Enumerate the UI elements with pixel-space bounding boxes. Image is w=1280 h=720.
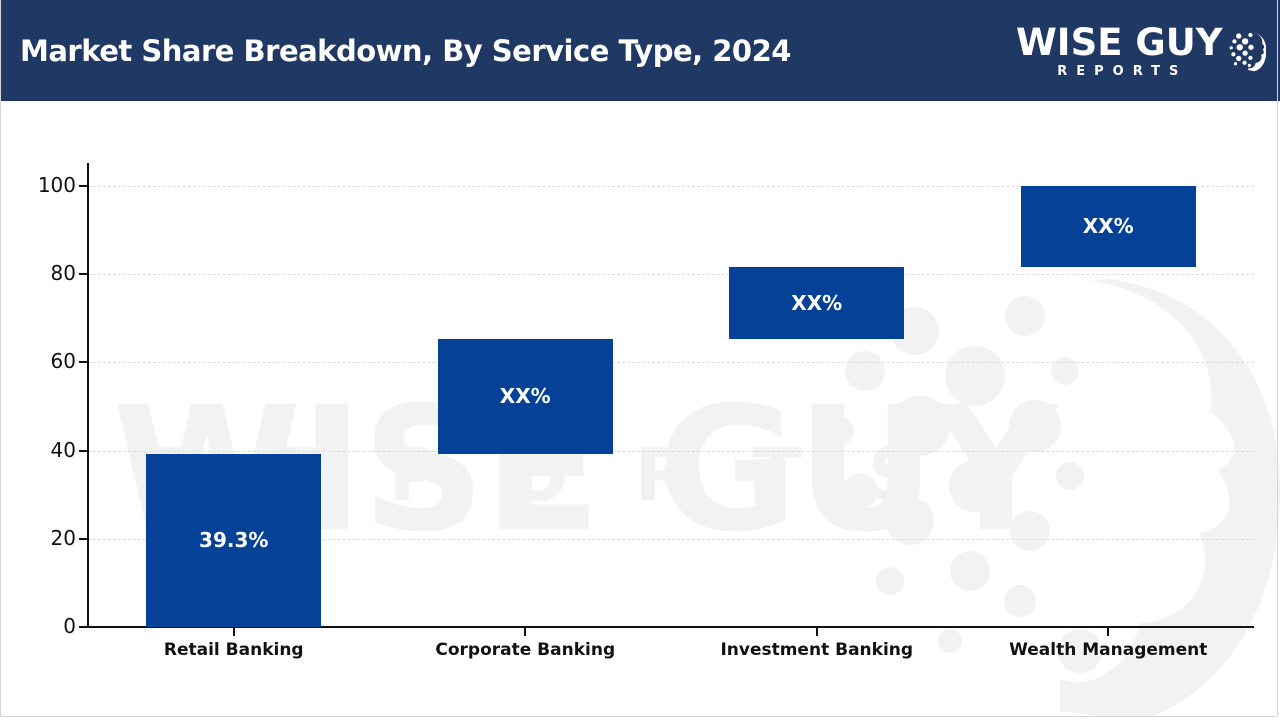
x-tick-label: Retail Banking [163,640,304,660]
y-tick-label: 80 [50,261,76,286]
gridline [88,450,1254,452]
wise-guy-reports-logo: WISE GUY REPORTS [1016,10,1266,92]
x-tick-mark [232,628,235,636]
y-tick-label: 60 [50,349,76,374]
header-banner: Market Share Breakdown, By Service Type,… [0,0,1280,101]
gridline [88,274,1254,276]
bar-value-label: XX% [791,290,843,315]
x-tick-label: Corporate Banking [435,640,616,660]
x-tick-mark [1107,628,1110,636]
y-tick-mark [79,273,88,276]
logo-face-icon [1229,32,1266,72]
logo-wordmark: WISE GUY [1016,21,1223,64]
x-tick-mark [815,628,818,636]
bar-investment-banking: XX% [729,266,905,339]
bar-wealth-management: XX% [1020,186,1196,267]
y-tick-label: 20 [50,525,76,550]
logo-subtitle: REPORTS [1057,64,1188,79]
y-tick-mark [79,537,88,540]
y-axis-line [87,163,89,628]
bar-retail-banking: 39.3% [146,453,322,627]
y-tick-label: 40 [50,437,76,462]
gridline [88,186,1254,187]
y-tick-label: 0 [63,614,76,638]
bar-value-label: XX% [499,384,551,409]
gridline [88,538,1254,540]
gridline [88,362,1254,364]
y-tick-label: 100 [37,173,76,197]
y-tick-mark [79,626,88,628]
logo-text: WISE GUY REPORTS [1016,24,1223,78]
x-tick-label: Wealth Management [1009,640,1208,660]
bar-value-label: 39.3% [199,528,269,553]
x-tick-mark [524,628,527,636]
y-tick-mark [79,361,88,364]
bar-value-label: XX% [1082,214,1134,239]
x-axis-line [87,626,1254,628]
y-tick-mark [79,185,88,187]
x-tick-label: Investment Banking [720,640,914,660]
y-tick-mark [79,449,88,452]
bar-corporate-banking: XX% [437,339,613,454]
chart-title: Market Share Breakdown, By Service Type,… [20,33,791,68]
